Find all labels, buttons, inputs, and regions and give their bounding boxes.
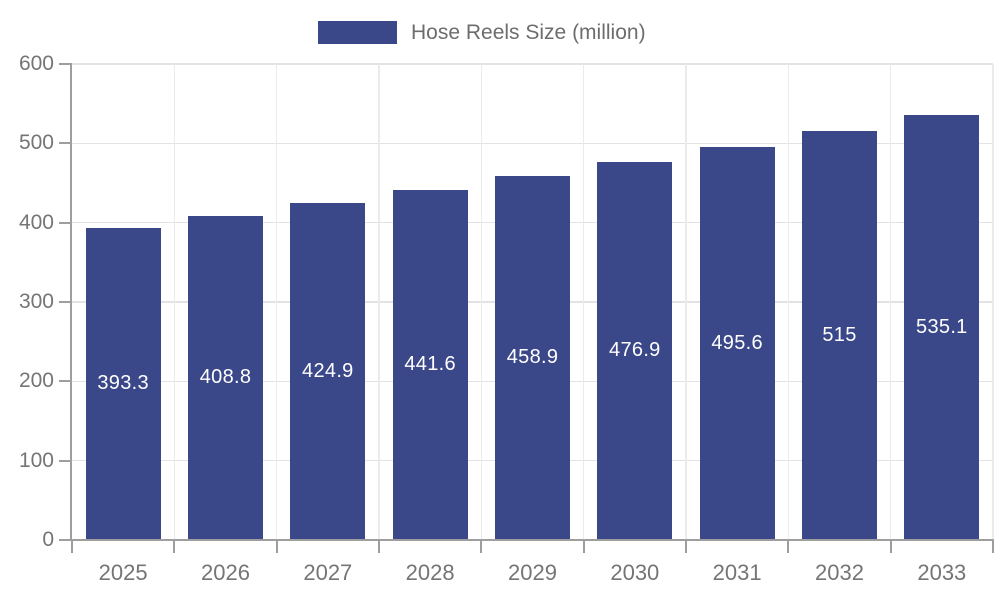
gridline-x [992, 64, 994, 540]
gridline-x [685, 64, 687, 540]
x-axis-tick-label: 2030 [610, 560, 660, 585]
bar-value-label: 476.9 [609, 339, 661, 362]
bar-2027[interactable]: 424.9 [290, 202, 366, 540]
x-axis-tick-label: 2031 [712, 560, 762, 585]
y-axis-tick [59, 301, 72, 303]
x-axis-tick [275, 540, 278, 553]
gridline-y [72, 63, 993, 65]
bar-value-label: 393.3 [97, 372, 149, 395]
gridline-y [72, 142, 993, 145]
bar-2026[interactable]: 408.8 [188, 215, 263, 540]
y-axis-tick-label: 600 [18, 52, 54, 75]
y-axis-line [70, 64, 72, 540]
x-axis-tick-label: 2027 [303, 560, 353, 585]
x-axis-tick [378, 540, 380, 553]
x-axis-tick [787, 540, 790, 553]
x-axis-tick-label: 2028 [405, 560, 455, 585]
bar-2029[interactable]: 458.9 [495, 175, 570, 540]
y-axis-tick-label: 500 [18, 131, 54, 155]
y-axis-tick [59, 221, 72, 224]
y-axis-tick-label: 300 [18, 290, 54, 313]
x-axis-tick-label: 2033 [917, 560, 967, 585]
y-axis-tick [59, 142, 72, 145]
x-axis-tick [480, 540, 483, 553]
x-axis-line [70, 539, 994, 541]
bar-value-label: 535.1 [916, 316, 968, 339]
legend-series-label: Hose Reels Size (million) [411, 21, 646, 44]
bar-value-label: 424.9 [302, 359, 354, 382]
bar-value-label: 441.6 [404, 353, 456, 376]
x-axis-tick [889, 540, 892, 553]
y-axis-tick-label: 400 [18, 210, 54, 234]
gridline-x [378, 64, 380, 540]
y-axis-tick-label: 0 [42, 528, 54, 551]
bar-value-label: 458.9 [506, 346, 559, 369]
x-axis-tick [992, 540, 994, 553]
gridline-x [275, 64, 278, 540]
bar-2031[interactable]: 495.6 [699, 146, 775, 540]
x-axis-tick-label: 2026 [201, 560, 250, 585]
bar-2032[interactable]: 515 [802, 131, 877, 540]
gridline-x [173, 64, 176, 540]
x-axis-tick-label: 2029 [508, 560, 557, 585]
x-axis-tick-label: 2032 [815, 560, 864, 585]
x-axis-tick-label: 2025 [98, 560, 148, 585]
y-axis-tick [59, 459, 72, 462]
y-axis-tick [59, 380, 72, 383]
y-axis-tick [59, 63, 72, 65]
x-axis-tick [71, 540, 73, 553]
bar-value-label: 515 [822, 324, 857, 347]
bar-value-label: 495.6 [711, 331, 763, 354]
y-axis-tick-label: 100 [18, 448, 54, 472]
gridline-x [787, 64, 790, 540]
bar-2025[interactable]: 393.3 [85, 227, 161, 540]
legend-swatch [318, 21, 397, 44]
x-axis-tick [173, 540, 176, 553]
x-axis-tick [582, 540, 585, 553]
x-axis-tick [685, 540, 687, 553]
bar-2028[interactable]: 441.6 [392, 189, 468, 540]
gridline-x [582, 64, 585, 540]
chart-legend[interactable]: Hose Reels Size (million) [318, 20, 646, 45]
bar-value-label: 408.8 [199, 366, 252, 389]
y-axis-tick-label: 200 [18, 369, 54, 393]
y-axis-tick [59, 539, 72, 541]
bar-2030[interactable]: 476.9 [597, 161, 673, 540]
gridline-x [480, 64, 483, 540]
bar-2033[interactable]: 535.1 [904, 115, 980, 540]
gridline-x [889, 64, 892, 540]
